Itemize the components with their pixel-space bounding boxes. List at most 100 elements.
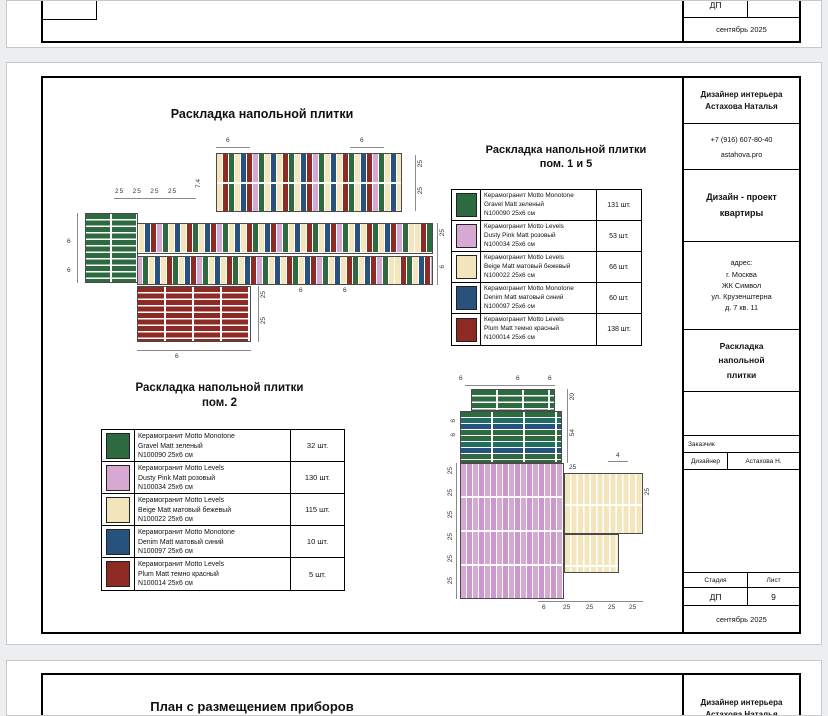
dimension-label: 25 25 25 25 <box>115 188 178 195</box>
tile-swatch-cell <box>452 252 481 282</box>
stage-row: ДП <box>684 1 799 18</box>
designer-value: Астахова Н. <box>745 457 782 465</box>
tile-swatch-cell <box>102 558 135 590</box>
stage-value: ДП <box>684 588 748 605</box>
date-row: сентябрь 2025 <box>716 24 767 34</box>
dimension-label: 25 <box>417 187 424 195</box>
stage-value-row: ДП 9 <box>684 588 799 606</box>
dimension-label: 20 <box>569 393 576 401</box>
title-block: Дизайнер интерьера Астахова Наталья +7 (… <box>682 78 799 632</box>
tile-count: 131 шт. <box>607 201 631 209</box>
dimension-line <box>465 385 555 386</box>
tile-color-swatch <box>455 193 477 217</box>
tile-description: Керамогранит Motto Levels Plum Matt темн… <box>135 558 291 590</box>
dimension-line <box>216 147 250 148</box>
dimension-label: 25 <box>447 467 454 475</box>
dimension-label: 6 <box>360 137 364 144</box>
tile-color-swatch <box>455 255 477 279</box>
legend-row: Керамогранит Motto Levels Beige Matt мат… <box>452 252 641 283</box>
dimension-label: 6 <box>175 353 179 360</box>
legend-row: Керамогранит Motto Monotone Denim Matt м… <box>102 526 344 558</box>
tile-count: 60 шт. <box>609 294 629 302</box>
dimension-label: 6 <box>299 287 303 294</box>
drawing1-title: Раскладка напольной плитки <box>170 107 354 121</box>
dimension-label: 25 <box>447 533 454 541</box>
tile-swatch-cell <box>452 190 481 220</box>
tile-count: 130 шт. <box>304 473 331 482</box>
tile-description: Керамогранит Motto Levels Plum Matt темн… <box>481 314 597 345</box>
tile-color-swatch <box>455 286 477 310</box>
dimension-label: 4 <box>616 452 620 459</box>
tile-count: 53 шт. <box>609 232 629 240</box>
stage-label: Стадия <box>684 573 748 587</box>
project-title: Дизайн - проект квартиры <box>684 170 799 242</box>
dimension-label: 6 <box>516 375 520 382</box>
tile-description: Керамогранит Motto Monotone Gravel Matt … <box>135 430 291 461</box>
tile-block-beige-upper <box>564 473 643 534</box>
title-block: ДП сентябрь 2025 <box>682 1 799 41</box>
tile-color-swatch <box>106 432 130 459</box>
dimension-label: 25 <box>586 604 594 611</box>
sheet-next: Дизайнер интерьера Астахова Наталья План… <box>6 660 822 716</box>
dimension-label: 6 <box>548 375 552 382</box>
legend-row: Керамогранит Motto Monotone Denim Matt м… <box>452 283 641 314</box>
legend1-table: Керамогранит Motto Monotone Gravel Matt … <box>451 189 642 346</box>
dimension-label: 25 <box>260 317 267 325</box>
dimension-label: 7.4 <box>195 179 202 189</box>
dimension-line <box>456 463 457 599</box>
dimension-line <box>114 198 196 199</box>
tile-description: Керамогранит Motto Levels Beige Matt мат… <box>481 252 597 282</box>
tile-block-pink <box>460 463 564 599</box>
dimension-label: 25 <box>417 160 424 168</box>
dimension-line <box>350 147 384 148</box>
tile-description: Керамогранит Motto Levels Beige Matt мат… <box>135 494 291 525</box>
designer-header: Дизайнер интерьера Астахова Наталья <box>684 78 799 124</box>
dimension-line <box>77 213 78 283</box>
legend-row: Керамогранит Motto Levels Beige Matt мат… <box>102 494 344 526</box>
tile-color-swatch <box>106 561 130 587</box>
legend-row: Керамогранит Motto Levels Dusty Pink Mat… <box>452 221 641 252</box>
dimension-label: 25 <box>447 489 454 497</box>
tile-description: Керамогранит Motto Levels Dusty Pink Mat… <box>135 462 291 493</box>
tile-swatch-cell <box>102 494 135 525</box>
address-block: адрес: г. Москва ЖК Символ ул. Крузенште… <box>684 242 799 330</box>
title-block: Дизайнер интерьера Астахова Наталья <box>682 675 799 716</box>
tile-block-beige-lower <box>564 534 619 573</box>
phone: +7 (916) 607-80-40 <box>710 134 773 144</box>
legend-row: Керамогранит Motto Levels Dusty Pink Mat… <box>102 462 344 494</box>
legend-row: Керамогранит Motto Levels Plum Matt темн… <box>452 314 641 345</box>
tile-description: Керамогранит Motto Monotone Gravel Matt … <box>481 190 597 220</box>
contact-block: +7 (916) 607-80-40 astahova.pro <box>684 124 799 170</box>
frame-line <box>43 19 97 20</box>
designer-header: Дизайнер интерьера Астахова Наталья <box>700 698 783 716</box>
legend-row: Керамогранит Motto Monotone Gravel Matt … <box>452 190 641 221</box>
dimension-label: 25 <box>644 488 651 496</box>
tile-swatch-cell <box>452 221 481 251</box>
dimension-line <box>437 223 438 285</box>
frame-line <box>96 1 97 19</box>
tile-color-swatch <box>455 317 477 342</box>
dimension-label: 25 <box>439 229 446 237</box>
tile-count: 32 шт. <box>306 441 329 450</box>
tile-swatch-cell <box>102 462 135 493</box>
dimension-label: 6 <box>450 419 457 423</box>
dimension-label: 25 <box>608 604 616 611</box>
dimension-line <box>567 389 568 463</box>
website: astahova.pro <box>720 149 763 159</box>
tile-count: 66 шт. <box>609 263 629 271</box>
tile-band-multi-2 <box>460 411 562 463</box>
tile-swatch-cell <box>452 283 481 313</box>
drawing-frame: ДП сентябрь 2025 <box>41 1 801 43</box>
tile-description: Керамогранит Motto Levels Dusty Pink Mat… <box>481 221 597 251</box>
dimension-label: 6 <box>459 375 463 382</box>
client-row: Заказчик <box>684 436 799 453</box>
dimension-label: 25 <box>260 291 267 299</box>
tile-color-swatch <box>106 528 130 555</box>
tile-color-swatch <box>106 496 130 523</box>
dimension-label: 6 <box>439 265 446 269</box>
dimension-line <box>415 155 416 211</box>
date-row: сентябрь 2025 <box>716 614 767 624</box>
tile-count: 138 шт. <box>607 326 631 333</box>
legend2-header: Раскладка напольной плитки пом. 2 <box>135 382 304 409</box>
tile-band-2 <box>137 256 433 285</box>
